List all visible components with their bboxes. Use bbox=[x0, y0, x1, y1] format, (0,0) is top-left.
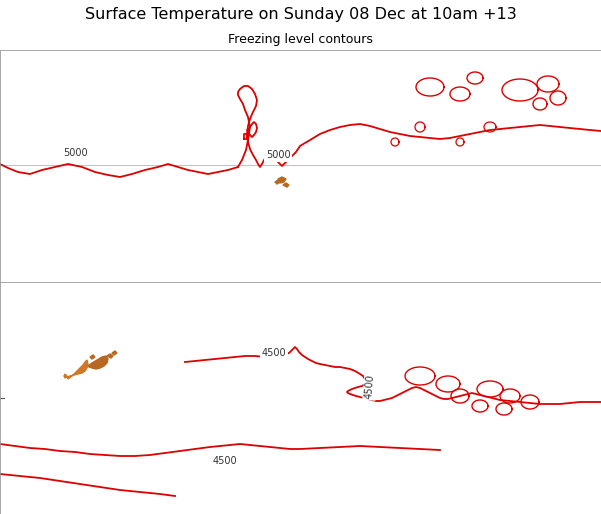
Text: 4500: 4500 bbox=[213, 456, 237, 466]
Text: 5000: 5000 bbox=[266, 150, 291, 160]
Text: 5000: 5000 bbox=[63, 148, 88, 158]
Polygon shape bbox=[112, 351, 117, 355]
Polygon shape bbox=[283, 183, 289, 187]
Polygon shape bbox=[88, 356, 108, 369]
Text: Surface Temperature on Sunday 08 Dec at 10am +13: Surface Temperature on Sunday 08 Dec at … bbox=[85, 7, 516, 22]
Text: 4500: 4500 bbox=[364, 374, 376, 399]
Polygon shape bbox=[278, 177, 286, 183]
Polygon shape bbox=[64, 360, 88, 379]
Polygon shape bbox=[275, 180, 280, 184]
Polygon shape bbox=[107, 354, 113, 358]
Text: Freezing level contours: Freezing level contours bbox=[228, 32, 373, 46]
Text: 4500: 4500 bbox=[262, 348, 287, 358]
Polygon shape bbox=[90, 355, 95, 359]
